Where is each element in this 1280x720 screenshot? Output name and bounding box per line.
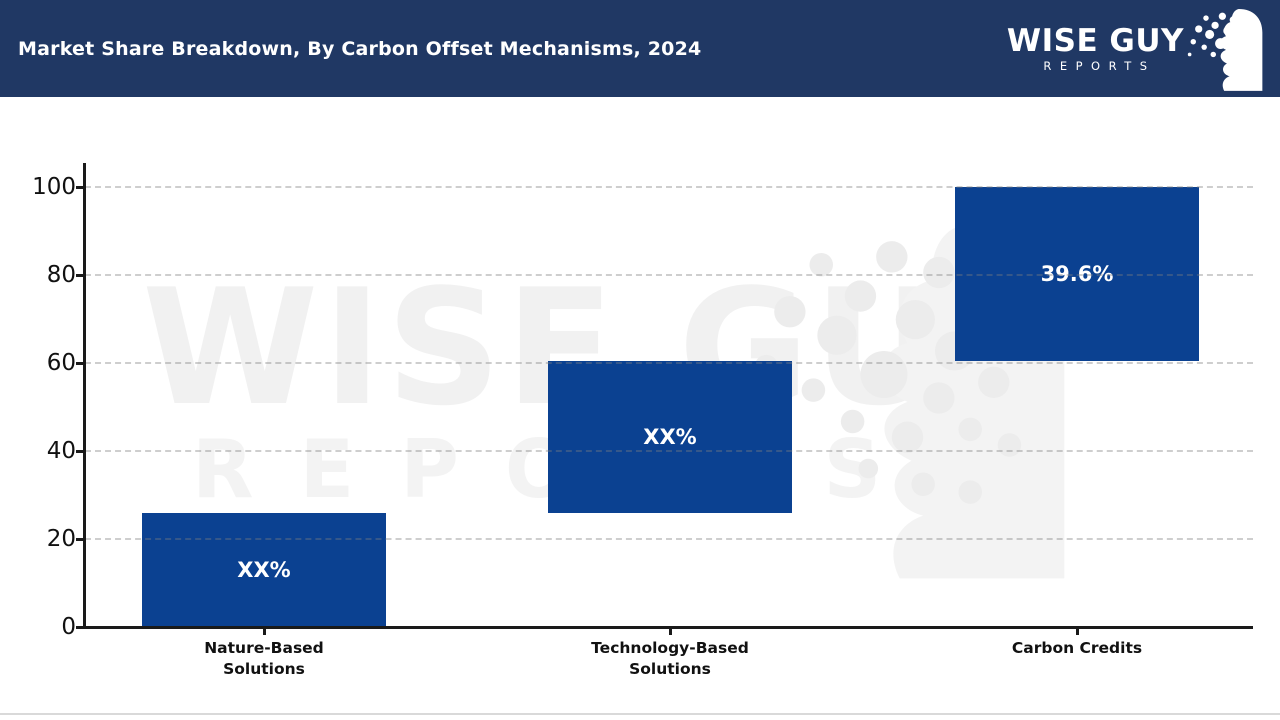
chart-title: Market Share Breakdown, By Carbon Offset… (18, 37, 702, 60)
y-tick-mark (76, 186, 84, 189)
y-tick-mark (76, 626, 84, 629)
bar-nature-based-solutions: XX% (142, 513, 386, 627)
x-axis-label-carbon-credits: Carbon Credits (1011, 639, 1143, 657)
gridline-20 (85, 538, 1253, 540)
bar-value-label: XX% (237, 558, 291, 583)
y-tick-mark (76, 362, 84, 365)
x-axis-line (83, 626, 1253, 629)
y-tick-mark (76, 538, 84, 541)
logo-wordmark: WISE GUY (1006, 22, 1184, 59)
gridline-80 (85, 274, 1253, 276)
y-axis-line (83, 163, 86, 628)
wiseguy-logo: WISE GUY REPORTS (1007, 4, 1266, 94)
y-tick-mark (76, 274, 84, 277)
header-bar: Market Share Breakdown, By Carbon Offset… (0, 0, 1280, 97)
bar-carbon-credits: 39.6% (955, 187, 1199, 362)
gridline-60 (85, 362, 1253, 364)
y-tick-label-40: 40 (46, 438, 76, 464)
y-tick-label-0: 0 (61, 614, 76, 640)
bar-value-label: XX% (643, 425, 697, 450)
y-tick-label-100: 100 (32, 174, 76, 200)
x-axis-label-nature-based: Nature-Based Solutions (204, 639, 324, 678)
y-tick-mark (76, 450, 84, 453)
wiseguy-logo-text: WISE GUY REPORTS (1006, 22, 1184, 73)
y-tick-label-60: 60 (46, 350, 76, 376)
bottom-divider (0, 713, 1280, 715)
x-tick-mark (263, 628, 266, 635)
logo-subtitle: REPORTS (1043, 58, 1156, 73)
gridline-40 (85, 450, 1253, 452)
x-tick-mark (669, 628, 672, 635)
y-tick-label-80: 80 (46, 262, 76, 288)
x-axis-label-technology-based: Technology-Based Solutions (591, 639, 749, 678)
bar-technology-based-solutions: XX% (548, 361, 792, 514)
y-tick-label-20: 20 (46, 526, 76, 552)
bar-value-label: 39.6% (1040, 262, 1114, 287)
wiseguy-face-icon (1187, 9, 1263, 91)
gridline-100 (85, 186, 1253, 188)
x-tick-mark (1076, 628, 1079, 635)
